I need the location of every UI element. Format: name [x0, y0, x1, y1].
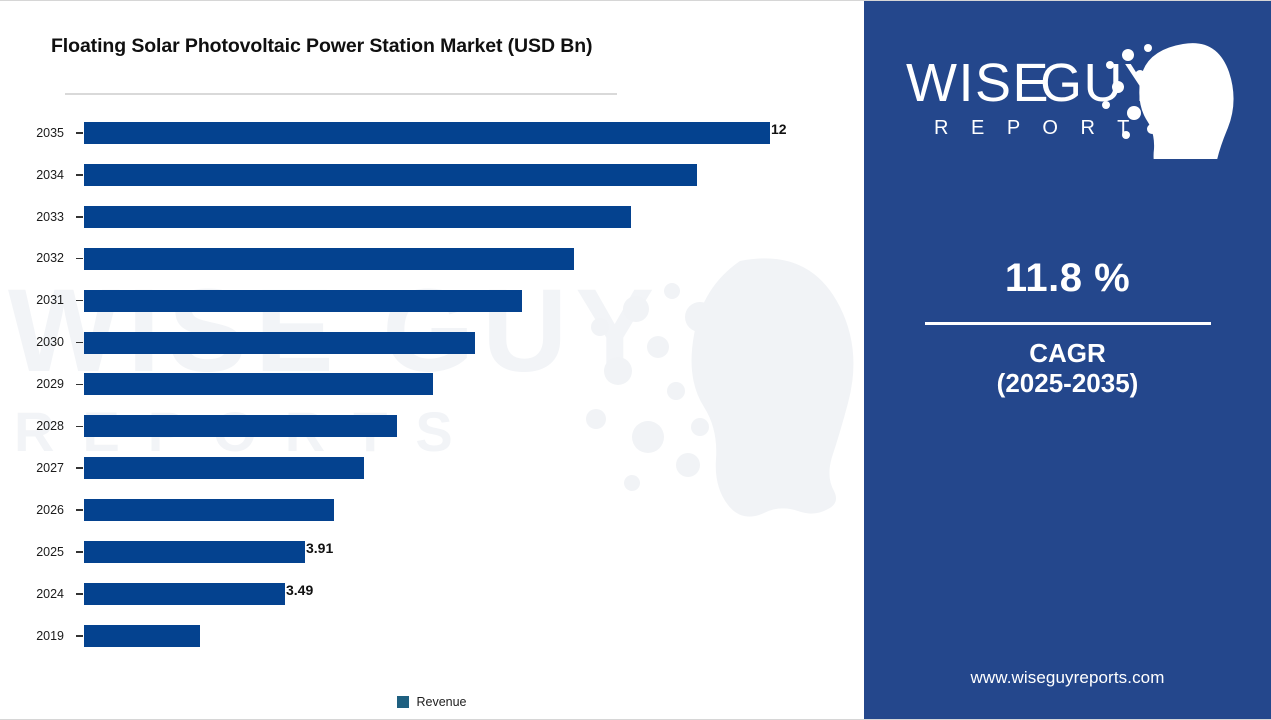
bar-row: 2027 — [0, 447, 864, 489]
bar-category-label: 2030 — [36, 335, 64, 350]
bar-row: 2032 — [0, 238, 864, 280]
bar-row: 2035 12 — [0, 112, 864, 154]
axis-tick-mark — [76, 216, 83, 218]
legend-label-revenue: Revenue — [416, 695, 467, 709]
bar-category-label: 2031 — [36, 293, 64, 308]
brand-panel: WISE GUY R E P O R T S 11.8 % CAGR (2025… — [864, 1, 1271, 719]
chart-title: Floating Solar Photovoltaic Power Statio… — [51, 35, 593, 57]
bar-revenue — [84, 163, 697, 186]
bar-revenue — [84, 415, 397, 438]
bar-row: 2028 — [0, 405, 864, 447]
bar-category-label: 2027 — [36, 460, 64, 475]
bar-category-label: 2032 — [36, 251, 64, 266]
bar-category-label: 2028 — [36, 419, 64, 434]
title-divider — [65, 93, 617, 95]
bar-row: 2029 — [0, 363, 864, 405]
bar-category-label: 2035 — [36, 125, 64, 140]
brand-website-url: www.wiseguyreports.com — [970, 668, 1165, 687]
bar-category-label: 2024 — [36, 586, 64, 601]
legend-swatch-revenue — [397, 696, 410, 708]
bar-row: 2025 3.91 — [0, 531, 864, 573]
axis-tick-mark — [76, 509, 83, 511]
bar-revenue — [84, 122, 770, 144]
bar-category-label: 2026 — [36, 502, 64, 517]
cagr-caption-period: (2025-2035) — [996, 367, 1139, 398]
bar-revenue — [84, 457, 364, 480]
axis-tick-mark — [76, 425, 83, 428]
axis-tick-mark — [76, 341, 83, 344]
bar-revenue — [84, 624, 200, 647]
bar-revenue — [84, 499, 334, 522]
axis-tick-mark — [76, 383, 83, 386]
axis-tick-mark — [76, 635, 83, 637]
bar-revenue — [84, 205, 631, 228]
bar-value-label: 3.49 — [286, 581, 314, 598]
logo-word-wise: WISE — [906, 53, 1050, 113]
axis-tick-mark — [76, 257, 83, 260]
cagr-caption-label: CAGR — [1029, 338, 1106, 368]
bar-row: 2026 — [0, 489, 864, 531]
bar-row: 2031 — [0, 280, 864, 322]
wiseguy-reports-logo: WISE GUY R E P O R T S — [906, 43, 1234, 159]
bar-revenue — [84, 331, 475, 354]
bar-revenue — [84, 247, 574, 270]
bar-category-label: 2019 — [36, 628, 64, 643]
axis-tick-mark — [76, 593, 83, 595]
cagr-value: 11.8 % — [1004, 256, 1131, 300]
bar-category-label: 2033 — [36, 209, 64, 224]
bar-category-label: 2029 — [36, 377, 64, 392]
plot-area: 2035 12 2034 2033 2032 2031 2030 2029 2028 2027 20… — [0, 113, 864, 673]
axis-tick-mark — [76, 551, 83, 553]
bar-value-label: 12 — [771, 121, 787, 137]
bar-row: 2034 — [0, 154, 864, 196]
bar-revenue — [84, 541, 305, 563]
bar-revenue — [84, 289, 522, 312]
cagr-divider — [924, 322, 1211, 325]
axis-tick-mark — [76, 467, 83, 469]
bar-row: 2030 — [0, 322, 864, 364]
bar-revenue — [84, 582, 285, 605]
axis-tick-mark — [76, 299, 83, 302]
bar-category-label: 2034 — [36, 167, 64, 182]
axis-tick-mark — [76, 132, 83, 134]
bar-value-label: 3.91 — [306, 540, 334, 556]
axis-tick-mark — [76, 174, 83, 176]
logo-word-reports: R E P O R T S — [934, 117, 1173, 139]
bar-row: 2019 — [0, 615, 864, 657]
bar-row: 2033 — [0, 196, 864, 238]
bar-revenue — [84, 373, 433, 396]
bar-row: 2024 3.49 — [0, 573, 864, 615]
cagr-block: 11.8 % CAGR (2025-2035) — [864, 256, 1271, 399]
bar-category-label: 2025 — [36, 544, 64, 559]
chart-legend: Revenue — [0, 695, 864, 709]
